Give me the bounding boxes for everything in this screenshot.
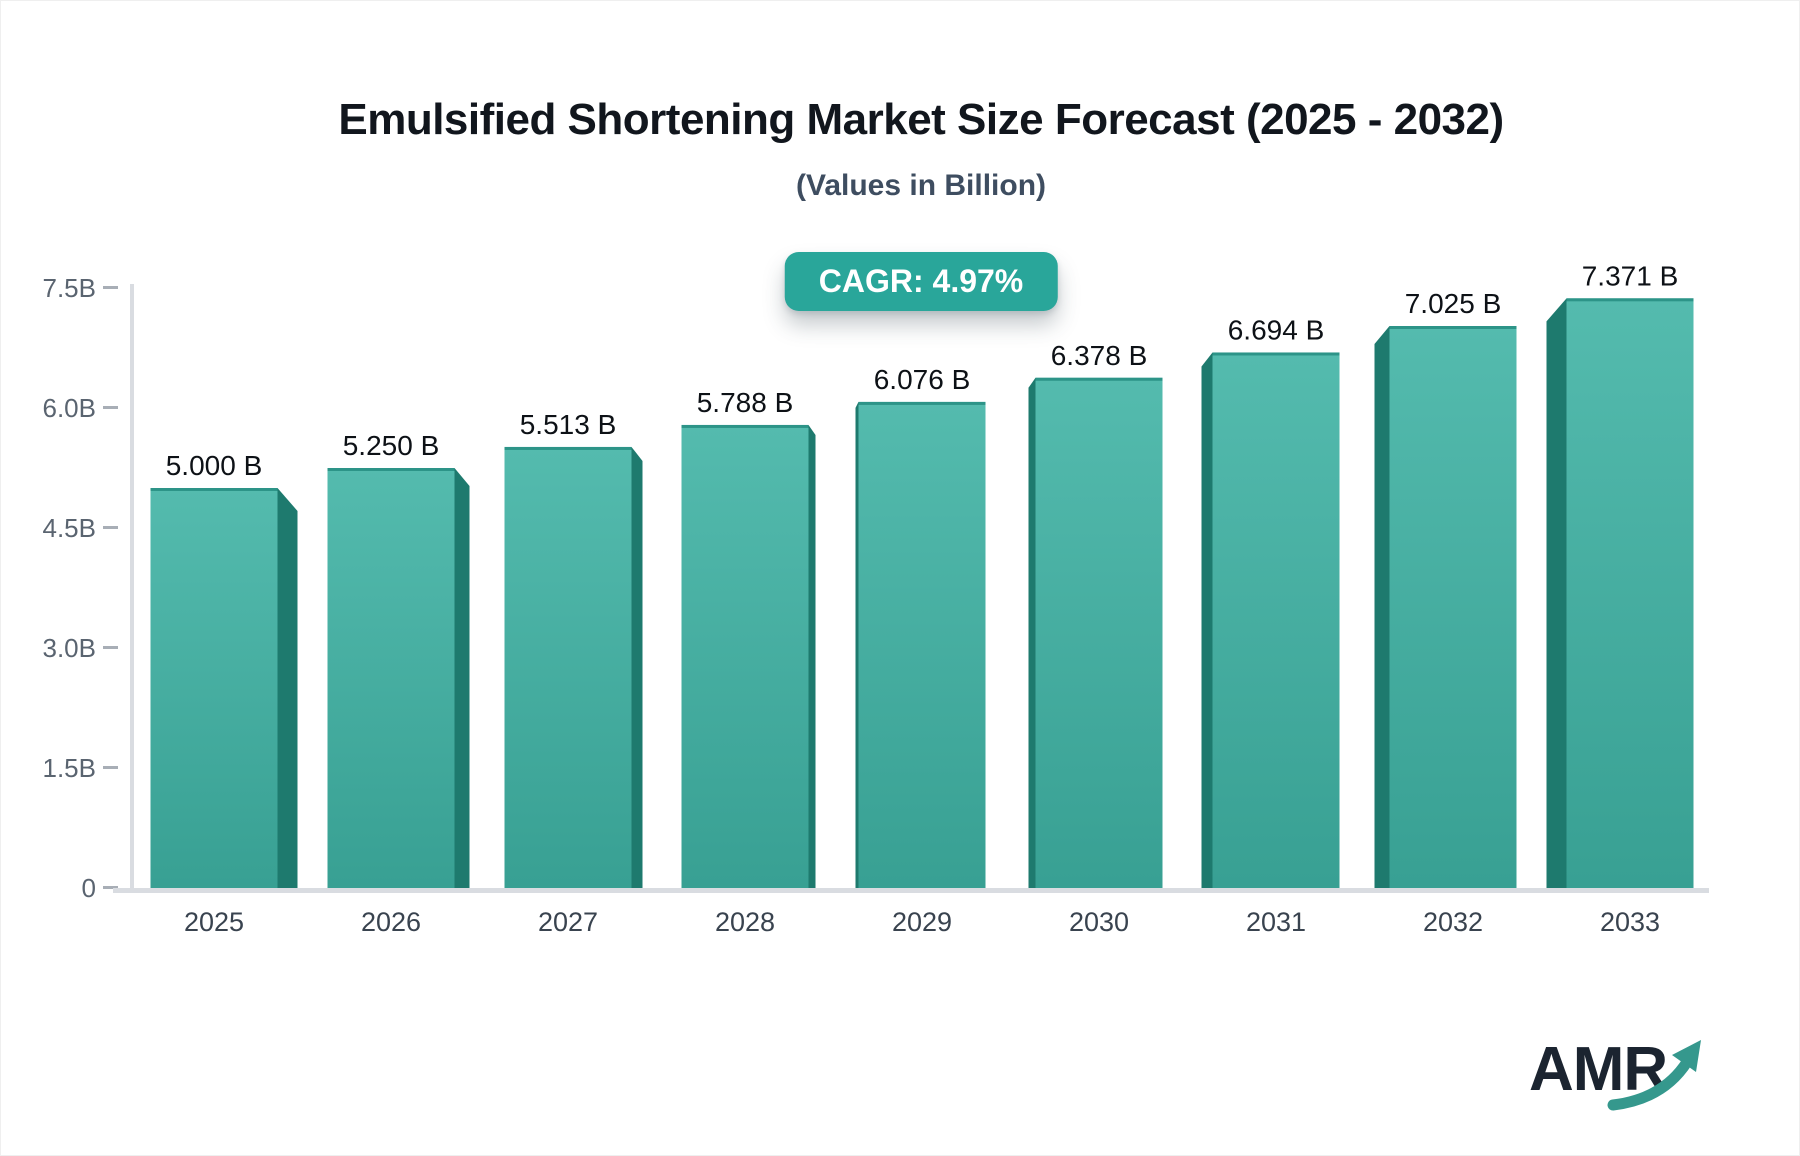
x-tick-label-2028: 2028 [715,907,775,937]
bar-top-edge-2026 [327,468,455,471]
y-tick-dash [103,286,118,289]
value-label-2026: 5.250 B [343,430,440,461]
chart-title: Emulsified Shortening Market Size Foreca… [338,95,1504,144]
value-label-2033: 7.371 B [1582,260,1679,291]
bar-2026 [327,468,455,888]
cagr-badge: CAGR: 4.97% [784,252,1058,311]
y-tick-dash [103,406,118,409]
bar-top-edge-2028 [681,424,809,428]
x-tick-label-2026: 2026 [361,907,421,937]
value-label-2030: 6.378 B [1051,340,1148,371]
bar-top-edge-2032 [1389,326,1517,329]
value-label-2031: 6.694 B [1228,314,1325,345]
chart-subtitle: (Values in Billion) [795,169,1047,202]
bar-side-2027 [631,446,643,888]
bar-side-2025 [277,488,298,888]
cagr-badge-label: CAGR: 4.97% [818,263,1024,299]
y-axis-line [130,284,134,893]
y-tick-label: 4.5B [43,513,97,543]
bar-2027 [504,446,632,888]
y-tick-label: 3.0B [43,633,97,663]
x-tick-label-2032: 2032 [1423,907,1483,937]
bar-top-edge-2033 [1566,298,1694,302]
bar-2029 [858,401,986,888]
bar-2025 [150,488,278,888]
x-tick-label-2033: 2033 [1600,907,1660,937]
bar-top-edge-2031 [1212,352,1340,356]
value-label-2027: 5.513 B [520,409,617,440]
y-tick-label: 7.5B [43,273,97,303]
value-label-2025: 5.000 B [166,450,263,481]
x-tick-label-2030: 2030 [1069,907,1129,937]
y-tick-dash [103,766,118,769]
bar-side-2028 [808,424,816,888]
growth-arrow-icon [1607,1040,1701,1111]
bar-side-2029 [855,401,859,888]
amr-logo: AMR [1529,1034,1739,1124]
x-tick-label-2027: 2027 [538,907,598,937]
y-tick-dash [103,526,118,529]
value-label-2029: 6.076 B [874,364,971,395]
bar-top-edge-2025 [150,488,278,491]
x-tick-label-2029: 2029 [892,907,952,937]
bar-side-2026 [454,468,470,888]
x-axis-line [113,888,1709,893]
bar-2031 [1212,352,1340,889]
bar-side-2030 [1028,377,1036,888]
x-tick-label-2031: 2031 [1246,907,1306,937]
value-label-2028: 5.788 B [697,387,794,418]
bar-top-edge-2027 [504,446,632,450]
bar-side-2032 [1374,326,1390,888]
y-tick-label: 0 [82,873,96,903]
value-label-2032: 7.025 B [1405,288,1502,319]
bar-2033 [1566,298,1694,888]
y-tick-label: 6.0B [43,393,97,423]
x-tick-label-2025: 2025 [184,907,244,937]
y-tick-dash [103,646,118,649]
bar-2030 [1035,377,1163,888]
bar-2032 [1389,326,1517,888]
bar-side-2031 [1201,352,1213,889]
bar-top-edge-2030 [1035,377,1163,381]
bar-2028 [681,424,809,888]
y-tick-dash [103,886,118,889]
bar-top-edge-2029 [858,401,986,405]
y-tick-label: 1.5B [43,753,97,783]
bar-side-2033 [1546,298,1567,888]
